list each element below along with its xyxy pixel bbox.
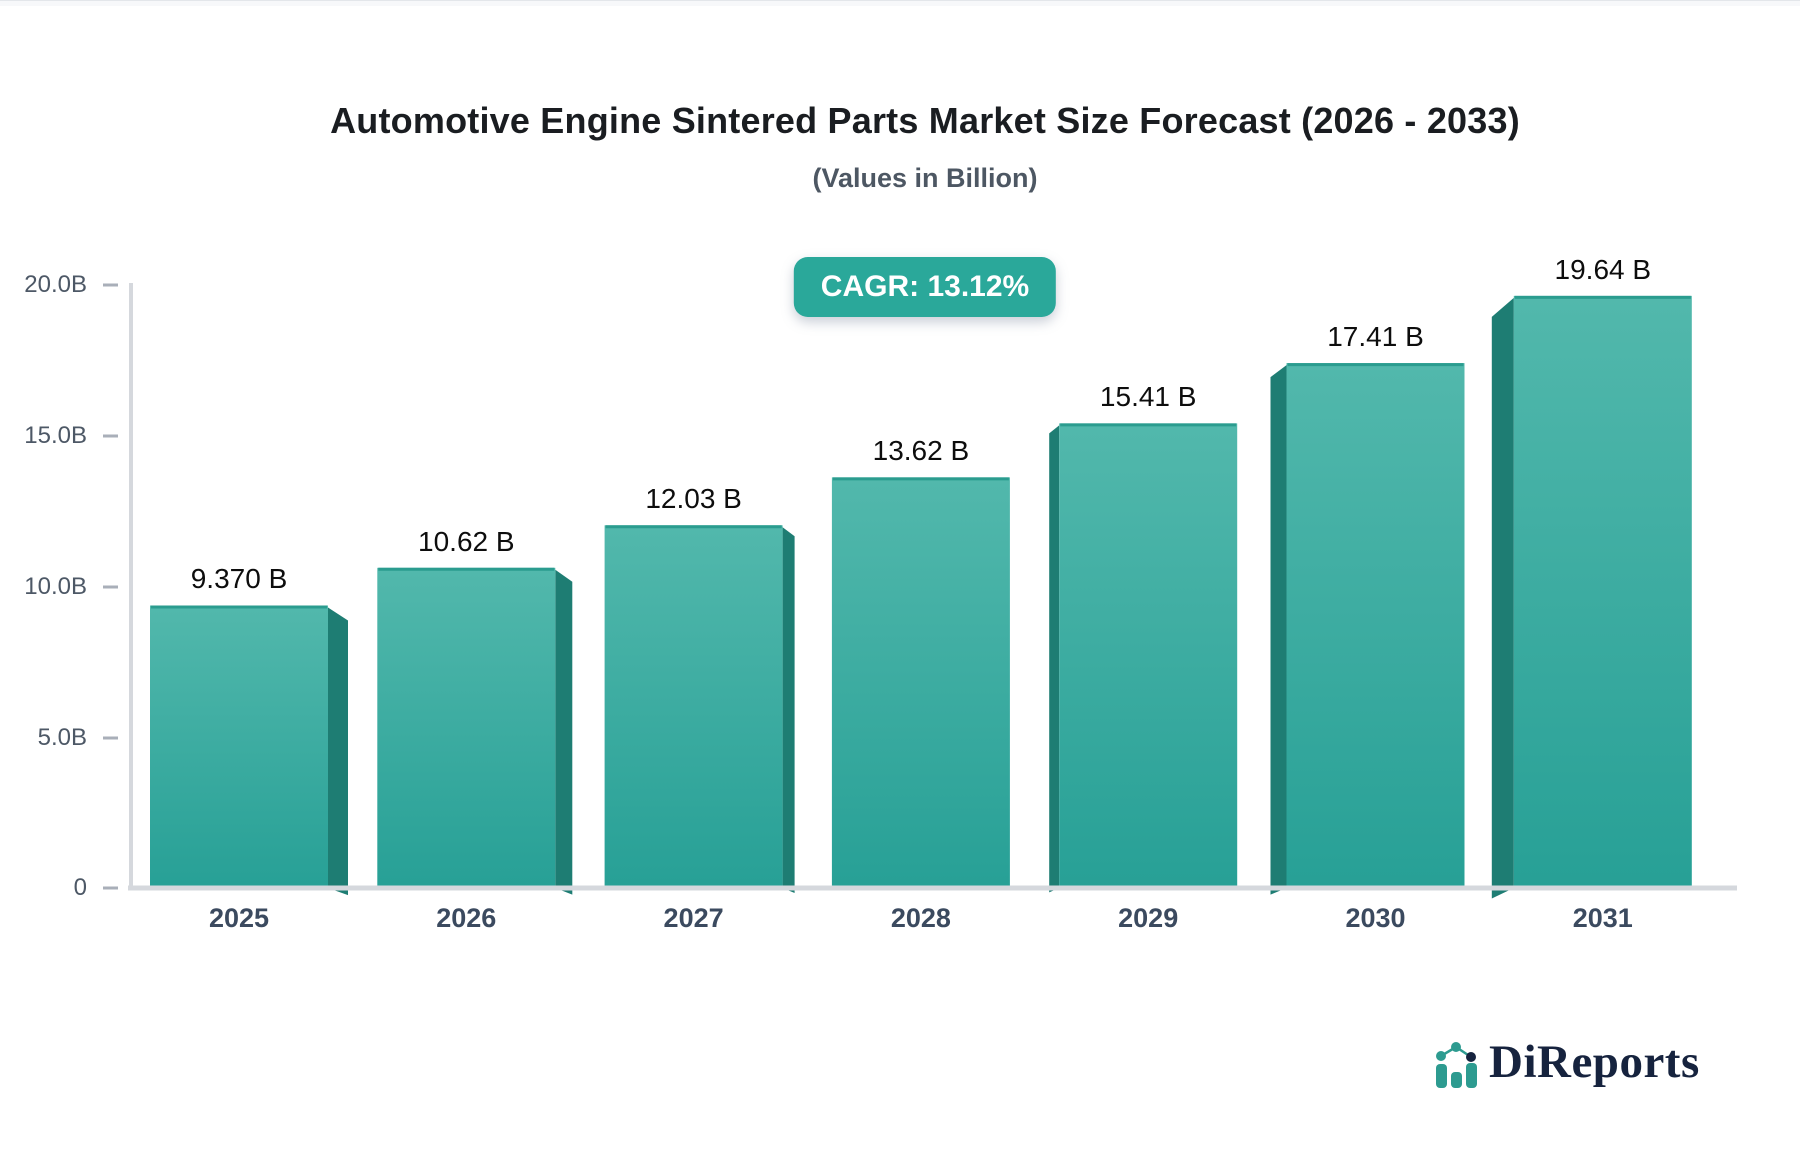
bar: [1286, 363, 1465, 888]
bar-value-label: 19.64 B: [1554, 253, 1652, 285]
bar-value-label: 13.62 B: [872, 435, 970, 467]
x-axis-label: 2028: [890, 903, 951, 933]
brand-name: DiReports: [1489, 1036, 1700, 1088]
x-axis-label: 2025: [208, 903, 270, 933]
y-axis-tick-label: 0: [73, 874, 87, 901]
y-axis-tick-label: 10.0B: [24, 573, 87, 600]
bar-side-face: [1049, 425, 1060, 893]
chart-subtitle: (Values in Billion): [812, 163, 1038, 193]
bar-value-label: 10.62 B: [418, 525, 515, 557]
bar: [377, 567, 556, 888]
cagr-badge: CAGR: 13.12%: [793, 257, 1057, 317]
bar-side-face: [1491, 297, 1514, 899]
bar-side-face: [328, 607, 348, 896]
y-axis-tick-label: 5.0B: [37, 724, 87, 751]
x-axis-label: 2030: [1345, 903, 1406, 933]
bar: [1513, 295, 1692, 888]
mini-bar-chart-icon: [1436, 1042, 1477, 1088]
x-axis-label: 2029: [1118, 903, 1179, 933]
bar-value-label: 12.03 B: [645, 483, 742, 515]
bar-value-label: 17.41 B: [1327, 321, 1424, 353]
chart-title: Automotive Engine Sintered Parts Market …: [330, 100, 1520, 141]
bar-value-label: 15.41 B: [1099, 381, 1197, 413]
bar: [1059, 423, 1238, 888]
x-axis-label: 2026: [436, 903, 497, 933]
brand-logo: DiReports: [1430, 1036, 1700, 1088]
bar-side-face: [555, 569, 573, 895]
y-axis-tick-label: 20.0B: [24, 271, 87, 298]
bar-side-face: [782, 527, 795, 893]
bar: [831, 477, 1010, 888]
y-axis-tick-label: 15.0B: [24, 422, 87, 449]
x-axis-label: 2027: [663, 903, 724, 933]
x-axis-label: 2031: [1572, 903, 1633, 933]
bar-value-label: 9.370 B: [190, 563, 288, 595]
y-axis-tick-marks: [103, 283, 118, 890]
top-border-strip: [0, 0, 1800, 6]
bars-group: [150, 295, 1692, 899]
bar: [150, 605, 328, 888]
bar: [604, 525, 783, 888]
bar-side-face: [1270, 365, 1287, 895]
